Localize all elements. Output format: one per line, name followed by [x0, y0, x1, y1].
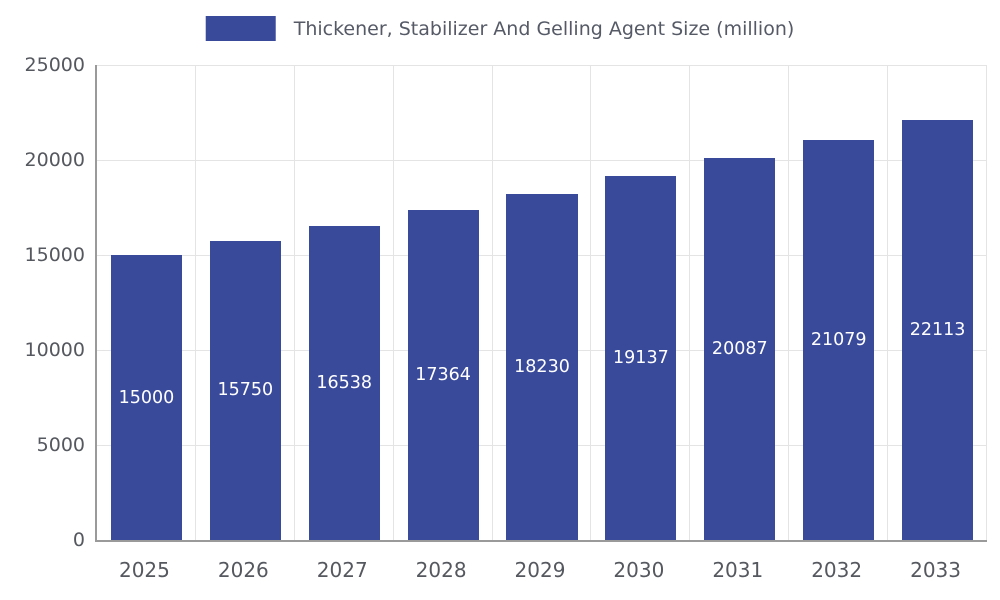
bar-value-label: 21079: [810, 329, 867, 350]
chart-title: Thickener, Stabilizer And Gelling Agent …: [293, 17, 795, 40]
gridline-vertical: [788, 65, 790, 540]
x-axis-tick-label: 2026: [217, 558, 269, 582]
chart-legend[interactable]: Thickener, Stabilizer And Gelling Agent …: [205, 16, 795, 41]
bar-value-label: 19137: [613, 348, 669, 369]
y-axis-tick-label: 10000: [24, 339, 85, 361]
bar: [901, 119, 974, 540]
y-axis-tick-label: 20000: [24, 149, 85, 171]
gridline-vertical: [293, 65, 295, 540]
x-axis-tick-label: 2029: [514, 558, 566, 582]
x-axis-tick-label: 2027: [316, 558, 368, 582]
bar: [407, 210, 479, 540]
bar-value-label: 17364: [415, 365, 471, 386]
x-axis-tick-label: 2025: [118, 558, 170, 582]
bar: [803, 139, 875, 540]
bar-value-label: 20087: [711, 339, 768, 360]
x-axis-tick-label: 2033: [910, 558, 961, 582]
bar-value-label: 22113: [909, 319, 966, 340]
bar-value-label: 18230: [514, 356, 570, 377]
x-axis-tick-label: 2030: [613, 558, 665, 582]
x-axis-tick-label: 2028: [415, 558, 467, 582]
gridline-vertical: [590, 65, 592, 540]
bar: [209, 240, 281, 540]
gridline-vertical: [194, 65, 196, 540]
gridline-horizontal: [97, 160, 987, 161]
bar-value-label: 15000: [118, 387, 175, 408]
plot-area: 15000 15750 16538 17364 18230 19137 20087 21079…: [95, 65, 987, 542]
gridline-vertical: [392, 65, 394, 540]
bar: [506, 193, 578, 540]
gridline-vertical: [887, 65, 889, 540]
bar: [605, 176, 677, 540]
y-axis-tick-label: 0: [72, 529, 85, 551]
bar: [308, 225, 380, 540]
gridline-vertical: [491, 65, 493, 540]
x-axis-tick-label: 2031: [712, 558, 764, 582]
y-axis-tick-label: 25000: [24, 54, 85, 76]
x-axis-tick-label: 2032: [811, 558, 863, 582]
legend-swatch[interactable]: [205, 16, 276, 41]
gridline-vertical: [689, 65, 691, 540]
bar: [704, 158, 776, 540]
gridline-vertical: [986, 65, 987, 540]
bar-value-label: 15750: [217, 380, 274, 401]
y-axis-tick-label: 15000: [24, 244, 85, 266]
bar: [110, 255, 183, 540]
y-axis-tick-label: 5000: [36, 434, 85, 456]
gridline-horizontal: [97, 65, 987, 66]
bar-value-label: 16538: [316, 372, 373, 393]
